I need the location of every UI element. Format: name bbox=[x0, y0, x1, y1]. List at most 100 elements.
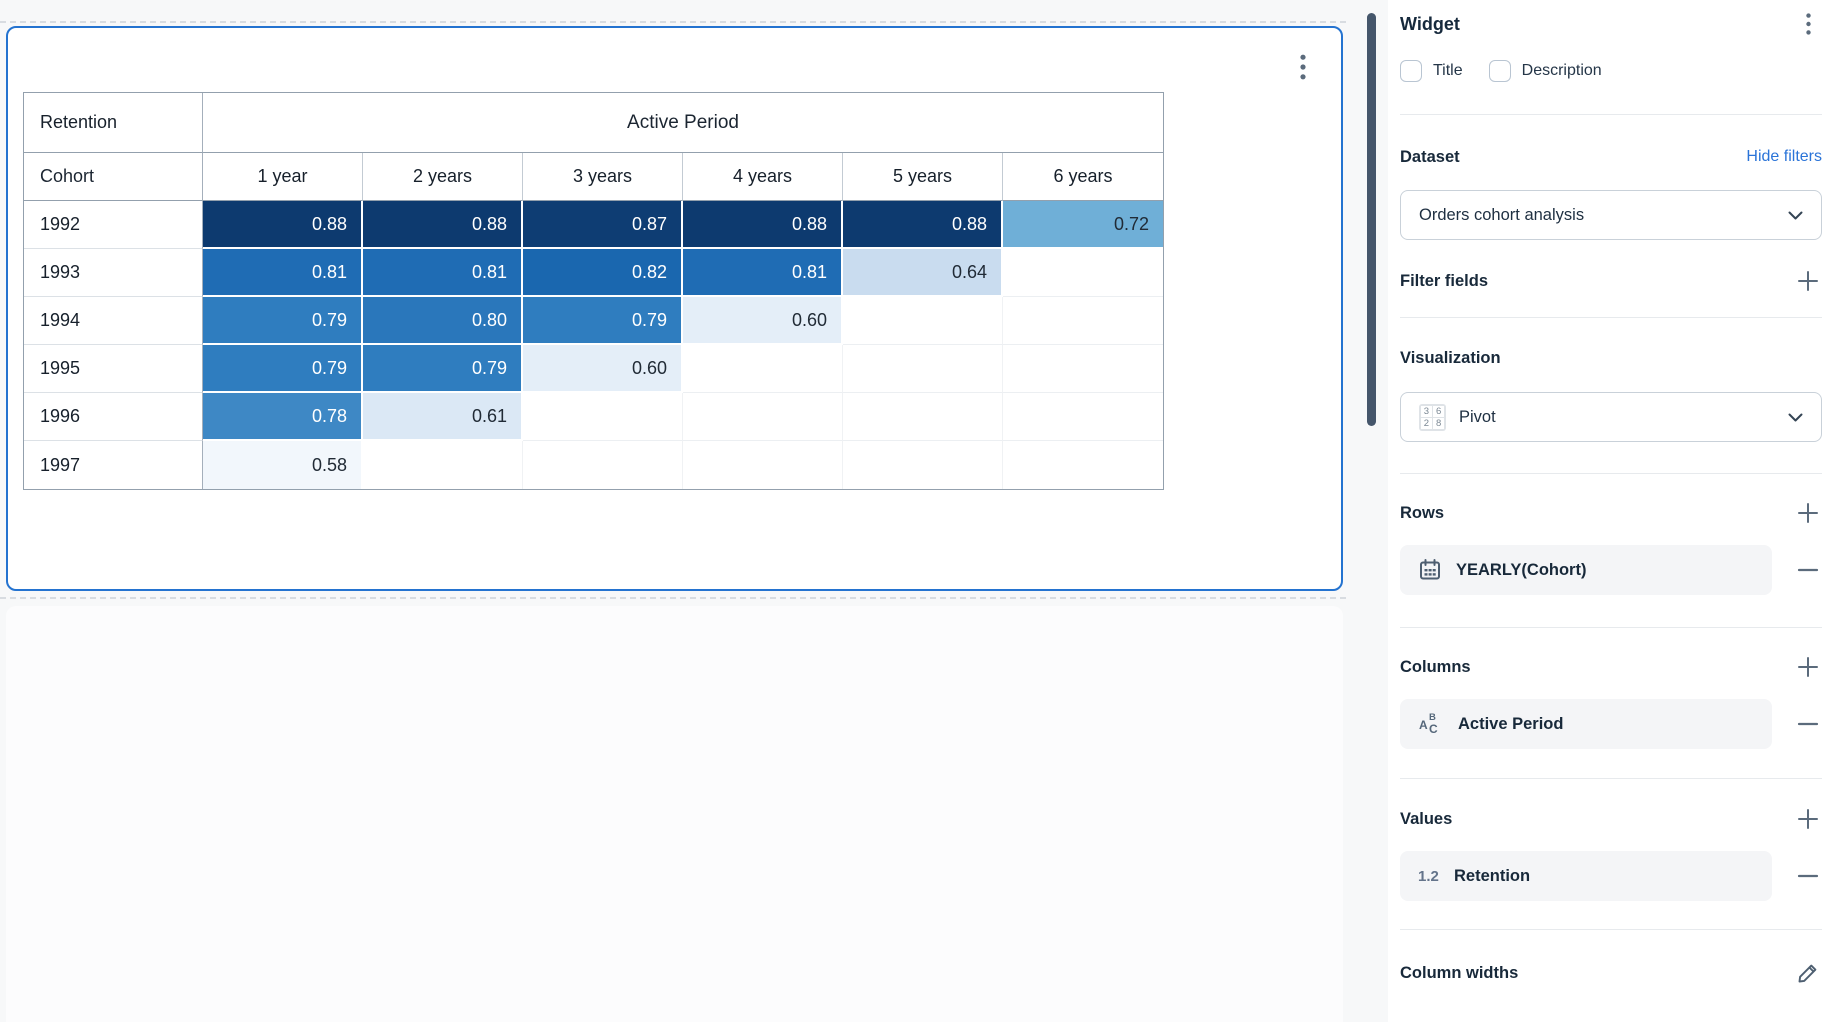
description-checkbox[interactable] bbox=[1488, 60, 1511, 82]
rows-field-chip[interactable]: YEARLY(Cohort) bbox=[1400, 545, 1772, 595]
widget-settings-panel: Widget Title Description Dataset Hide fi… bbox=[1388, 0, 1836, 1022]
pivot-cell-empty[interactable] bbox=[1003, 393, 1163, 441]
pivot-cell[interactable]: 0.80 bbox=[363, 297, 523, 345]
kebab-icon bbox=[1805, 13, 1811, 35]
dashboard-canvas: Retention Active Period Cohort 1 year 2 y… bbox=[0, 21, 1346, 1022]
empty-widget-placeholder bbox=[6, 606, 1343, 1022]
pivot-cell-empty[interactable] bbox=[363, 441, 523, 489]
pivot-row-label[interactable]: 1994 bbox=[24, 297, 203, 345]
add-filter-button[interactable] bbox=[1794, 267, 1822, 295]
pivot-column-header[interactable]: 1 year bbox=[203, 153, 363, 201]
divider bbox=[1400, 317, 1822, 318]
pivot-row: 1995 0.79 0.79 0.60 bbox=[24, 345, 1163, 393]
pivot-row-label[interactable]: 1997 bbox=[24, 441, 203, 489]
remove-row-field-button[interactable] bbox=[1794, 556, 1822, 584]
pivot-cell[interactable]: 0.79 bbox=[203, 297, 363, 345]
pivot-column-header[interactable]: 5 years bbox=[843, 153, 1003, 201]
pivot-cell-empty[interactable] bbox=[1003, 297, 1163, 345]
visualization-selected-value: Pivot bbox=[1459, 407, 1496, 426]
pivot-cell[interactable]: 0.79 bbox=[363, 345, 523, 393]
pivot-cell-empty[interactable] bbox=[683, 441, 843, 489]
panel-scrollbar[interactable] bbox=[1367, 13, 1376, 426]
pivot-cell[interactable]: 0.79 bbox=[523, 297, 683, 345]
pivot-cell-empty[interactable] bbox=[523, 393, 683, 441]
pivot-cell-empty[interactable] bbox=[843, 393, 1003, 441]
divider bbox=[1400, 114, 1822, 115]
pivot-row: 1992 0.88 0.88 0.87 0.88 0.88 0.72 bbox=[24, 201, 1163, 249]
pivot-widget[interactable]: Retention Active Period Cohort 1 year 2 y… bbox=[6, 26, 1343, 591]
pivot-row: 1993 0.81 0.81 0.82 0.81 0.64 bbox=[24, 249, 1163, 297]
pivot-cell[interactable]: 0.87 bbox=[523, 201, 683, 249]
pivot-cell[interactable]: 0.79 bbox=[203, 345, 363, 393]
pivot-column-header[interactable]: 4 years bbox=[683, 153, 843, 201]
panel-menu-button[interactable] bbox=[1794, 10, 1822, 38]
column-widths-heading: Column widths bbox=[1400, 963, 1519, 982]
pivot-cell[interactable]: 0.72 bbox=[1003, 201, 1163, 249]
plus-icon bbox=[1798, 271, 1818, 291]
pivot-cell[interactable]: 0.88 bbox=[683, 201, 843, 249]
plus-icon bbox=[1798, 503, 1818, 523]
pivot-cell[interactable]: 0.64 bbox=[843, 249, 1003, 297]
pivot-row-label[interactable]: 1995 bbox=[24, 345, 203, 393]
widget-menu-icon[interactable] bbox=[1289, 50, 1317, 84]
title-checkbox[interactable] bbox=[1400, 60, 1422, 82]
add-value-button[interactable] bbox=[1794, 805, 1822, 833]
pivot-row-label[interactable]: 1993 bbox=[24, 249, 203, 297]
remove-value-field-button[interactable] bbox=[1794, 862, 1822, 890]
title-checkbox-label: Title bbox=[1433, 62, 1463, 79]
divider bbox=[1400, 929, 1822, 930]
pivot-cell[interactable]: 0.58 bbox=[203, 441, 363, 489]
kebab-icon bbox=[1300, 54, 1306, 80]
pivot-column-header[interactable]: 6 years bbox=[1003, 153, 1163, 201]
pivot-column-header[interactable]: 2 years bbox=[363, 153, 523, 201]
pivot-cell[interactable]: 0.88 bbox=[363, 201, 523, 249]
add-row-button[interactable] bbox=[1794, 499, 1822, 527]
minus-icon bbox=[1797, 568, 1819, 572]
dataset-select[interactable]: Orders cohort analysis bbox=[1400, 190, 1822, 240]
pivot-cell[interactable]: 0.82 bbox=[523, 249, 683, 297]
values-field-label: Retention bbox=[1454, 866, 1531, 885]
minus-icon bbox=[1797, 722, 1819, 726]
pivot-cell-empty[interactable] bbox=[1003, 345, 1163, 393]
pivot-cell[interactable]: 0.61 bbox=[363, 393, 523, 441]
values-heading: Values bbox=[1400, 809, 1453, 828]
description-checkbox-group: Description bbox=[1488, 60, 1602, 82]
columns-field-chip[interactable]: A B C Active Period bbox=[1400, 699, 1772, 749]
pivot-cell-empty[interactable] bbox=[843, 345, 1003, 393]
pivot-cell-empty[interactable] bbox=[843, 297, 1003, 345]
pivot-cell[interactable]: 0.88 bbox=[203, 201, 363, 249]
divider bbox=[1400, 473, 1822, 474]
pivot-cell[interactable]: 0.81 bbox=[363, 249, 523, 297]
pivot-cell-empty[interactable] bbox=[843, 441, 1003, 489]
pivot-cell[interactable]: 0.88 bbox=[843, 201, 1003, 249]
calendar-icon bbox=[1420, 559, 1440, 580]
pivot-cell[interactable]: 0.81 bbox=[683, 249, 843, 297]
columns-heading: Columns bbox=[1400, 657, 1471, 676]
plus-icon bbox=[1798, 809, 1818, 829]
pivot-cell-empty[interactable] bbox=[683, 393, 843, 441]
edit-column-widths-button[interactable] bbox=[1794, 959, 1822, 987]
pivot-row-label[interactable]: 1992 bbox=[24, 201, 203, 249]
columns-field-label: Active Period bbox=[1458, 714, 1564, 733]
pivot-cell[interactable]: 0.78 bbox=[203, 393, 363, 441]
pivot-cell-empty[interactable] bbox=[1003, 441, 1163, 489]
pivot-cell-empty[interactable] bbox=[523, 441, 683, 489]
values-field-chip[interactable]: 1.2 Retention bbox=[1400, 851, 1772, 901]
pivot-column-header[interactable]: 3 years bbox=[523, 153, 683, 201]
title-checkbox-group: Title bbox=[1400, 60, 1463, 82]
pivot-corner-label: Retention bbox=[24, 93, 203, 153]
plus-icon bbox=[1798, 657, 1818, 677]
dataset-heading: Dataset bbox=[1400, 147, 1460, 166]
pivot-cell[interactable]: 0.81 bbox=[203, 249, 363, 297]
pivot-cell[interactable]: 0.60 bbox=[683, 297, 843, 345]
remove-column-field-button[interactable] bbox=[1794, 710, 1822, 738]
hide-filters-link[interactable]: Hide filters bbox=[1746, 148, 1822, 165]
pivot-cell-empty[interactable] bbox=[1003, 249, 1163, 297]
pivot-row-label[interactable]: 1996 bbox=[24, 393, 203, 441]
pivot-cell[interactable]: 0.60 bbox=[523, 345, 683, 393]
add-column-button[interactable] bbox=[1794, 653, 1822, 681]
pivot-row: 1996 0.78 0.61 bbox=[24, 393, 1163, 441]
pivot-cell-empty[interactable] bbox=[683, 345, 843, 393]
